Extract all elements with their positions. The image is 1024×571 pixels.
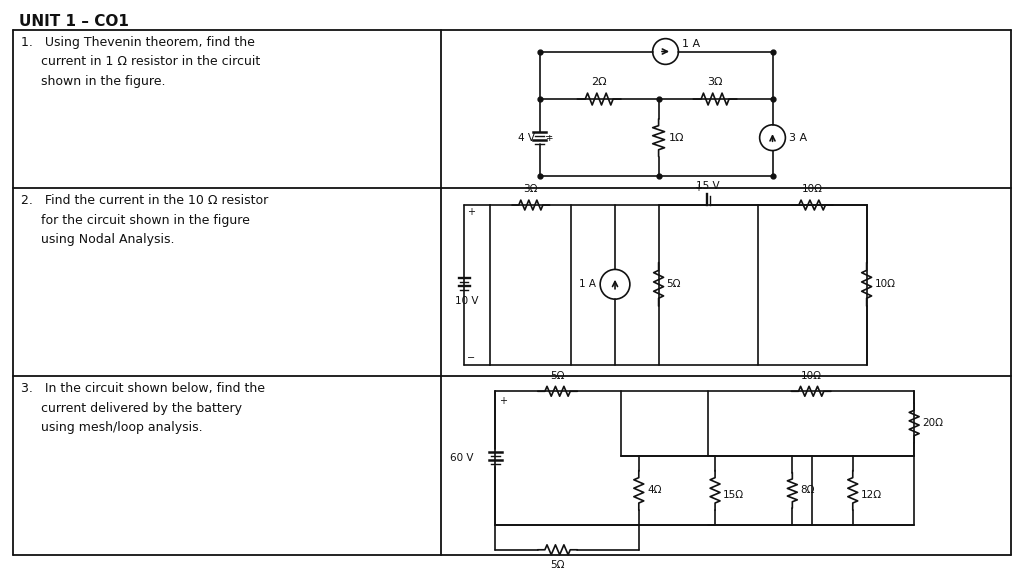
Text: 12Ω: 12Ω: [861, 490, 882, 500]
Text: 3 A: 3 A: [790, 132, 808, 143]
Text: 2.   Find the current in the 10 Ω resistor
     for the circuit shown in the fig: 2. Find the current in the 10 Ω resistor…: [20, 194, 268, 246]
Text: 10Ω: 10Ω: [802, 184, 822, 194]
Text: +: +: [499, 396, 507, 406]
Text: 1 A: 1 A: [682, 38, 700, 49]
Text: 15Ω: 15Ω: [723, 490, 744, 500]
Text: 3.   In the circuit shown below, find the
     current delivered by the battery
: 3. In the circuit shown below, find the …: [20, 383, 264, 435]
Text: 4 V: 4 V: [518, 132, 535, 143]
Text: 5Ω: 5Ω: [550, 560, 565, 570]
Text: UNIT 1 – CO1: UNIT 1 – CO1: [18, 14, 129, 29]
Text: 1Ω: 1Ω: [669, 132, 684, 143]
Text: 10Ω: 10Ω: [874, 279, 896, 289]
Text: 10Ω: 10Ω: [801, 371, 821, 381]
Text: 2Ω: 2Ω: [591, 77, 607, 87]
Text: 15 V: 15 V: [696, 181, 720, 191]
Text: 8Ω: 8Ω: [801, 485, 815, 495]
Text: 3Ω: 3Ω: [708, 77, 723, 87]
Text: 10 V: 10 V: [455, 296, 478, 306]
Text: −: −: [545, 132, 553, 142]
Text: 1.   Using Thevenin theorem, find the
     current in 1 Ω resistor in the circui: 1. Using Thevenin theorem, find the curr…: [20, 35, 260, 88]
Text: 1 A: 1 A: [580, 279, 596, 289]
Text: 60 V: 60 V: [450, 453, 473, 463]
Text: 5Ω: 5Ω: [667, 279, 681, 289]
Text: 3Ω: 3Ω: [523, 184, 538, 194]
Text: 4Ω: 4Ω: [648, 485, 663, 495]
Text: 20Ω: 20Ω: [922, 418, 943, 428]
Text: +: +: [467, 207, 475, 217]
Text: 5Ω: 5Ω: [550, 371, 565, 381]
Text: −: −: [467, 352, 475, 363]
Text: +: +: [545, 134, 552, 143]
Text: +: +: [694, 183, 702, 193]
